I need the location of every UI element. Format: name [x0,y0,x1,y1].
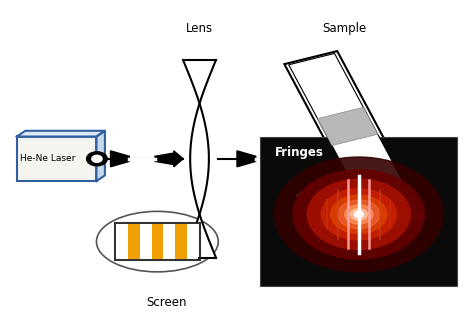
Bar [163,224,175,259]
Circle shape [337,200,380,229]
Polygon shape [183,60,216,258]
Polygon shape [282,194,300,206]
Bar [17,136,97,181]
Polygon shape [318,107,378,145]
Bar [115,223,200,260]
Circle shape [92,155,102,162]
Polygon shape [277,153,296,165]
Bar [115,223,200,260]
Text: Screen: Screen [146,295,187,309]
Ellipse shape [97,211,218,272]
Polygon shape [289,53,424,232]
Bar [128,224,140,259]
Circle shape [350,209,367,220]
Polygon shape [284,51,428,235]
Circle shape [321,189,396,240]
Text: Lens: Lens [186,22,213,35]
Polygon shape [295,181,319,197]
Bar [187,224,198,259]
Circle shape [293,170,424,259]
Polygon shape [155,153,174,165]
Polygon shape [296,151,305,167]
Circle shape [354,211,364,217]
Circle shape [307,179,410,249]
Polygon shape [17,131,105,136]
Bar [117,224,128,259]
Polygon shape [174,151,183,167]
Bar [140,224,152,259]
Circle shape [345,205,373,224]
Polygon shape [110,151,129,167]
Polygon shape [237,151,256,167]
Text: Sample: Sample [323,22,367,35]
Text: He-Ne Laser: He-Ne Laser [19,154,75,163]
Bar [152,224,163,259]
Text: Fringes: Fringes [274,146,323,159]
Text: 45°: 45° [446,165,459,174]
Circle shape [274,157,443,272]
Circle shape [331,195,387,234]
Bar [260,136,457,286]
Polygon shape [97,131,105,181]
Circle shape [87,152,107,166]
Bar [175,224,187,259]
